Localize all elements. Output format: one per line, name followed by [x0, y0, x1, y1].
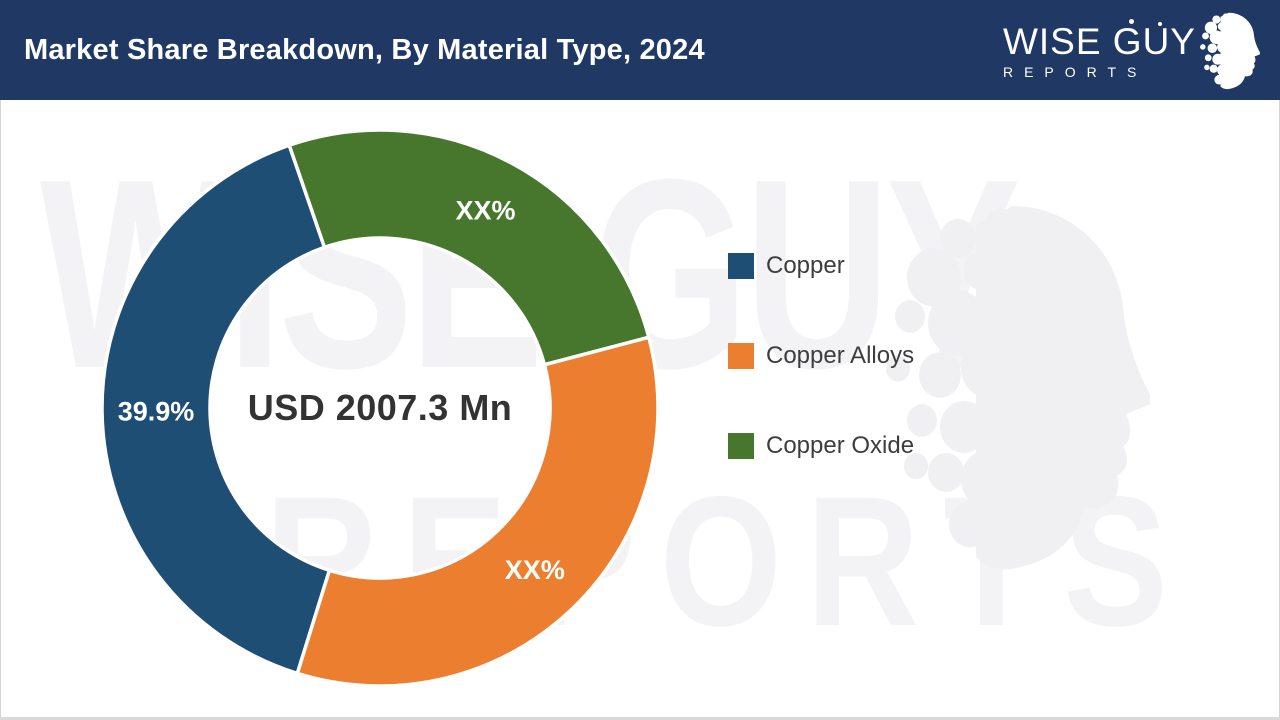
segment-percent-label: XX% — [505, 555, 565, 585]
page-title: Market Share Breakdown, By Material Type… — [24, 34, 705, 66]
legend-swatch — [728, 433, 754, 459]
wiseguy-head-icon — [1200, 12, 1260, 90]
legend-label: Copper — [766, 252, 845, 279]
segment-percent-label: 39.9% — [118, 396, 195, 426]
chart-center-value: USD 2007.3 Mn — [247, 387, 513, 428]
donut-chart: 39.9% XX% XX% — [100, 128, 660, 688]
logo-text: WISE GUY REPORTS — [1002, 19, 1196, 80]
legend-swatch — [728, 343, 754, 369]
logo-dot-icon — [1157, 22, 1162, 26]
segment-percent-label: XX% — [455, 195, 515, 225]
legend-item-copper: Copper — [728, 252, 914, 280]
legend-swatch — [728, 253, 754, 279]
legend-label: Copper Alloys — [766, 342, 915, 369]
chart-legend: Copper Copper Alloys Copper Oxide — [728, 252, 914, 522]
logo-subtext: REPORTS — [1002, 64, 1148, 80]
logo-dot-icon — [1128, 19, 1134, 24]
wiseguy-logo: WISE GUY REPORTS — [1003, 10, 1264, 92]
logo-wordmark: WISE GUY — [1002, 21, 1196, 62]
head-profile-watermark — [886, 206, 1150, 570]
donut-segment-copper-oxide — [286, 128, 651, 367]
donut-segment-copper — [100, 143, 332, 676]
header-bar: Market Share Breakdown, By Material Type… — [0, 0, 1280, 100]
donut-segment-copper-alloys — [295, 335, 660, 688]
left-border — [0, 100, 1, 720]
bottom-border — [0, 717, 1280, 720]
legend-label: Copper Oxide — [766, 432, 915, 459]
legend-item-copper-alloys: Copper Alloys — [728, 342, 914, 370]
legend-item-copper-oxide: Copper Oxide — [728, 432, 914, 460]
